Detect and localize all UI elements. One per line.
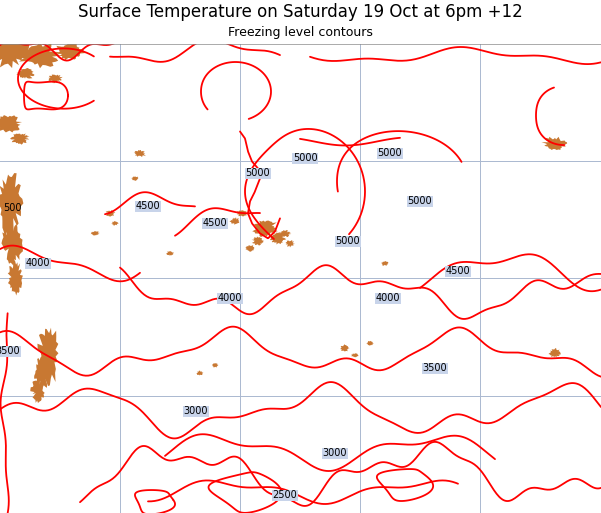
Text: 5000: 5000: [246, 168, 270, 179]
Polygon shape: [134, 150, 146, 157]
Text: 500: 500: [3, 203, 22, 213]
Polygon shape: [340, 344, 350, 351]
Text: 3500: 3500: [0, 346, 20, 356]
Polygon shape: [197, 371, 203, 376]
Polygon shape: [285, 240, 295, 247]
Text: 4500: 4500: [136, 202, 160, 211]
Polygon shape: [279, 230, 291, 237]
Polygon shape: [34, 357, 49, 392]
Polygon shape: [130, 176, 139, 181]
Polygon shape: [212, 363, 218, 368]
Text: 4500: 4500: [446, 266, 471, 277]
Polygon shape: [37, 328, 58, 386]
Text: 5000: 5000: [377, 148, 402, 159]
Polygon shape: [106, 210, 115, 216]
Text: Freezing level contours: Freezing level contours: [228, 26, 373, 39]
Text: 4000: 4000: [218, 293, 242, 303]
Polygon shape: [10, 133, 29, 145]
Polygon shape: [252, 236, 264, 245]
Polygon shape: [16, 68, 34, 78]
Polygon shape: [56, 43, 85, 61]
Text: 4000: 4000: [376, 293, 400, 303]
Polygon shape: [549, 348, 561, 358]
Polygon shape: [111, 221, 118, 226]
Polygon shape: [30, 380, 44, 403]
Text: Surface Temperature on Saturday 19 Oct at 6pm +12: Surface Temperature on Saturday 19 Oct a…: [78, 3, 523, 21]
Polygon shape: [19, 42, 61, 68]
Polygon shape: [0, 36, 37, 68]
Polygon shape: [270, 232, 286, 245]
Polygon shape: [367, 341, 374, 346]
Text: 4500: 4500: [203, 219, 227, 228]
Polygon shape: [382, 261, 388, 266]
Text: 3500: 3500: [423, 363, 447, 373]
Polygon shape: [230, 218, 239, 225]
Polygon shape: [166, 251, 174, 256]
Text: 2500: 2500: [273, 490, 297, 500]
Polygon shape: [252, 221, 278, 237]
Polygon shape: [0, 173, 23, 245]
Text: 5000: 5000: [407, 196, 432, 206]
Polygon shape: [91, 231, 100, 235]
Text: 5000: 5000: [293, 153, 317, 164]
Polygon shape: [245, 245, 255, 252]
Polygon shape: [8, 260, 23, 295]
Polygon shape: [351, 353, 359, 358]
Text: 3000: 3000: [184, 406, 209, 416]
Polygon shape: [0, 115, 22, 132]
Polygon shape: [1, 220, 23, 266]
Text: 4000: 4000: [26, 259, 50, 268]
Text: 5000: 5000: [336, 236, 361, 246]
Polygon shape: [237, 210, 248, 216]
Polygon shape: [542, 137, 567, 150]
Text: 3000: 3000: [323, 448, 347, 458]
Polygon shape: [48, 74, 63, 83]
